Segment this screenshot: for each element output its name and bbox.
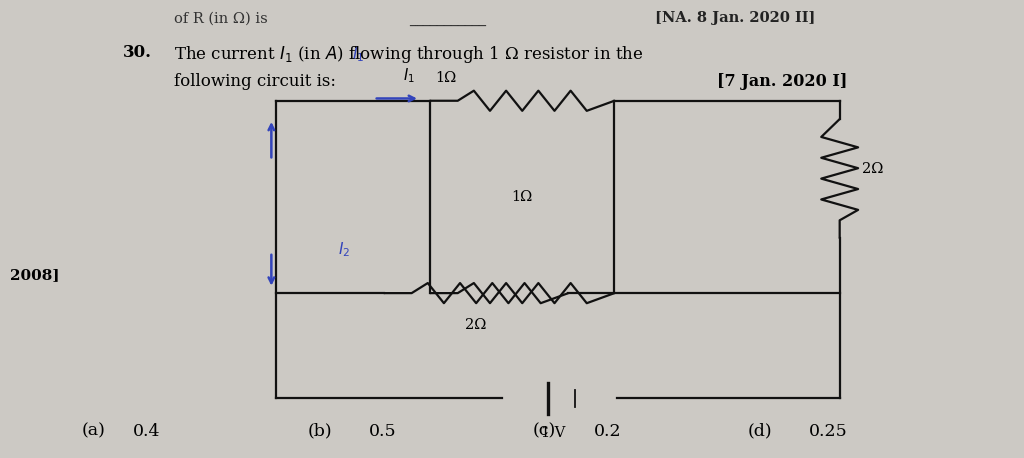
Text: $I_1$: $I_1$ bbox=[402, 66, 415, 85]
Text: 1 V: 1 V bbox=[541, 426, 565, 440]
Text: (d): (d) bbox=[748, 423, 772, 440]
Text: [7 Jan. 2020 I]: [7 Jan. 2020 I] bbox=[717, 73, 847, 90]
Text: 30.: 30. bbox=[123, 44, 152, 60]
Text: 2Ω: 2Ω bbox=[862, 163, 884, 176]
Text: following circuit is:: following circuit is: bbox=[174, 73, 336, 90]
Text: 1Ω: 1Ω bbox=[435, 71, 457, 85]
Text: 0.25: 0.25 bbox=[809, 423, 848, 440]
Text: 0.4: 0.4 bbox=[133, 423, 161, 440]
Text: (b): (b) bbox=[307, 423, 332, 440]
Text: ___________: ___________ bbox=[410, 13, 486, 27]
Text: 0.2: 0.2 bbox=[594, 423, 622, 440]
Text: (a): (a) bbox=[82, 423, 105, 440]
Text: 0.5: 0.5 bbox=[369, 423, 396, 440]
Text: of R (in Ω) is: of R (in Ω) is bbox=[174, 11, 268, 26]
Text: The current $I_1$ (in $A$) flowing through 1 Ω resistor in the: The current $I_1$ (in $A$) flowing throu… bbox=[174, 44, 643, 65]
Text: $I_1$: $I_1$ bbox=[352, 45, 365, 64]
Text: (c): (c) bbox=[532, 423, 556, 440]
Text: $I_2$: $I_2$ bbox=[338, 240, 350, 259]
Text: 2Ω: 2Ω bbox=[466, 318, 486, 333]
Text: 2008]: 2008] bbox=[10, 268, 59, 282]
Text: 1Ω: 1Ω bbox=[512, 190, 532, 204]
Text: [NA. 8 Jan. 2020 II]: [NA. 8 Jan. 2020 II] bbox=[655, 11, 816, 26]
